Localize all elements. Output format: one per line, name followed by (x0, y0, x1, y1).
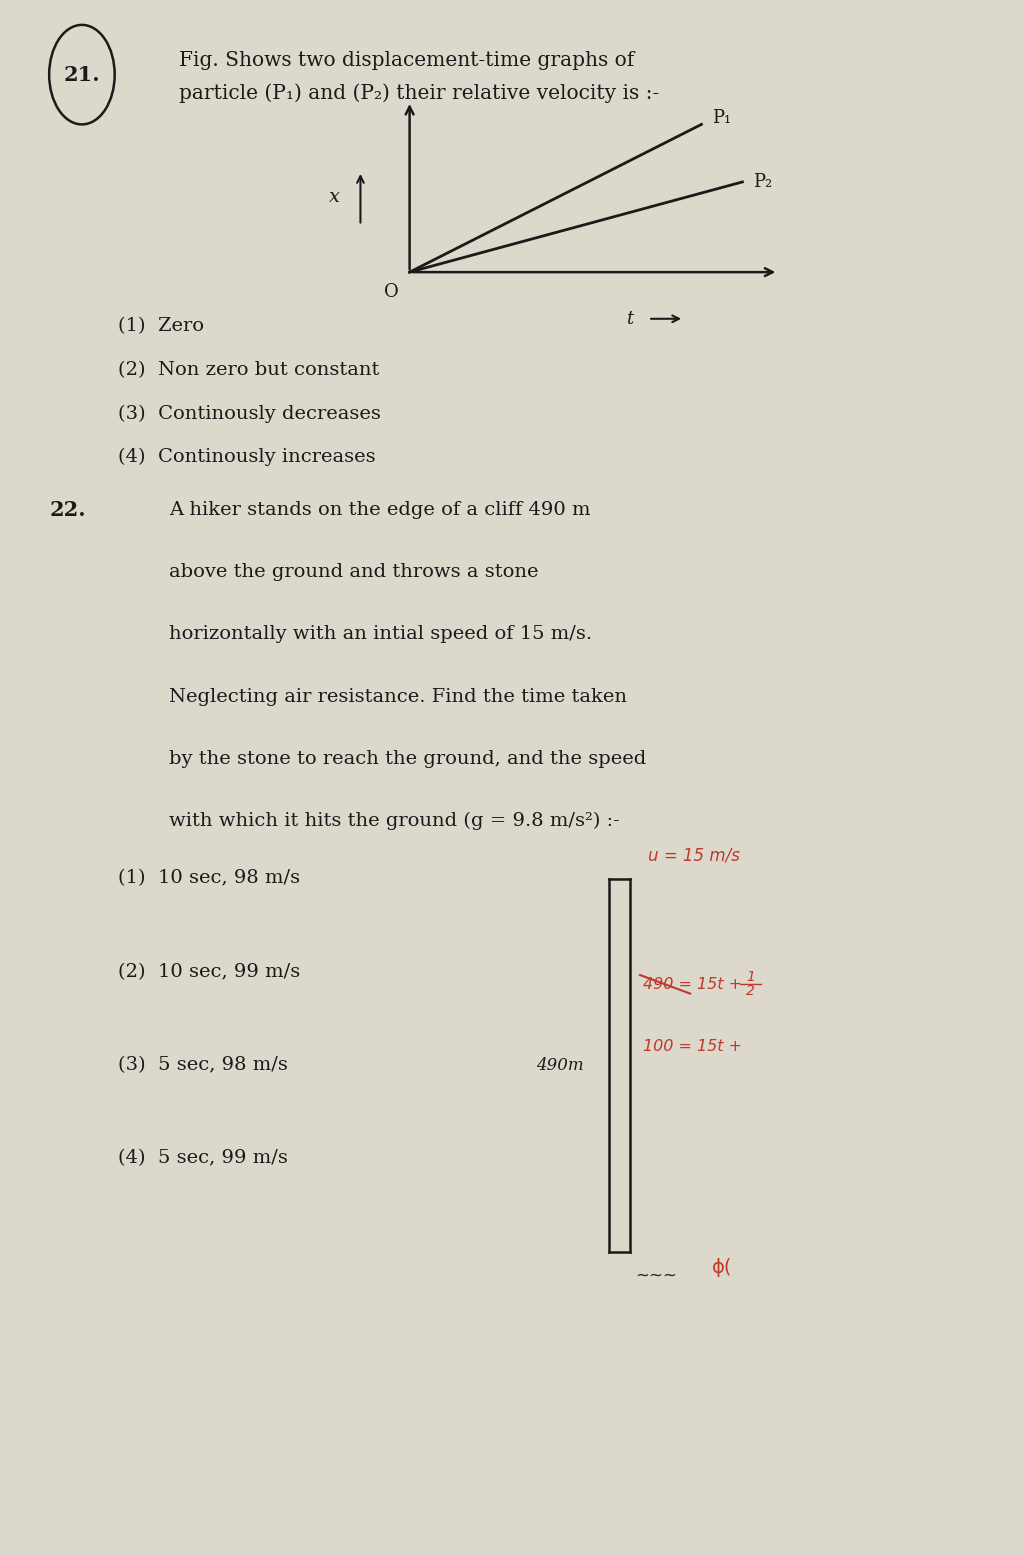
Text: Neglecting air resistance. Find the time taken: Neglecting air resistance. Find the time… (169, 687, 627, 706)
Text: (4)  5 sec, 99 m/s: (4) 5 sec, 99 m/s (118, 1149, 288, 1168)
Text: ϕ(: ϕ( (712, 1258, 732, 1277)
Text: 22.: 22. (49, 501, 86, 519)
Text: 490 = 15t +: 490 = 15t + (643, 977, 748, 992)
Text: P₂: P₂ (753, 173, 772, 191)
Text: 2: 2 (746, 984, 755, 998)
Text: Fig. Shows two displacement-time graphs of: Fig. Shows two displacement-time graphs … (179, 51, 635, 70)
Text: 100 = 15t +: 100 = 15t + (643, 1039, 742, 1054)
Text: particle (P₁) and (P₂) their relative velocity is :-: particle (P₁) and (P₂) their relative ve… (179, 84, 659, 103)
Text: (2)  10 sec, 99 m/s: (2) 10 sec, 99 m/s (118, 963, 300, 981)
Text: t: t (626, 309, 634, 328)
Text: (1)  Zero: (1) Zero (118, 317, 204, 336)
Text: u = 15 m/s: u = 15 m/s (648, 846, 740, 865)
Text: 21.: 21. (63, 65, 100, 84)
Text: (4)  Continously increases: (4) Continously increases (118, 448, 376, 466)
Text: x: x (330, 188, 340, 207)
Text: O: O (384, 283, 398, 302)
Text: above the ground and throws a stone: above the ground and throws a stone (169, 563, 539, 582)
Text: (3)  Continously decreases: (3) Continously decreases (118, 404, 381, 423)
Text: by the stone to reach the ground, and the speed: by the stone to reach the ground, and th… (169, 750, 646, 768)
Text: (1)  10 sec, 98 m/s: (1) 10 sec, 98 m/s (118, 869, 300, 888)
Text: horizontally with an intial speed of 15 m/s.: horizontally with an intial speed of 15 … (169, 625, 592, 644)
Text: (3)  5 sec, 98 m/s: (3) 5 sec, 98 m/s (118, 1056, 288, 1075)
Text: 490m: 490m (537, 1057, 584, 1073)
Text: with which it hits the ground (g = 9.8 m/s²) :-: with which it hits the ground (g = 9.8 m… (169, 812, 620, 830)
Text: 1: 1 (746, 970, 755, 984)
Text: (2)  Non zero but constant: (2) Non zero but constant (118, 361, 379, 379)
Text: A hiker stands on the edge of a cliff 490 m: A hiker stands on the edge of a cliff 49… (169, 501, 591, 519)
Text: P₁: P₁ (712, 109, 731, 128)
Text: ~~~: ~~~ (635, 1266, 677, 1284)
